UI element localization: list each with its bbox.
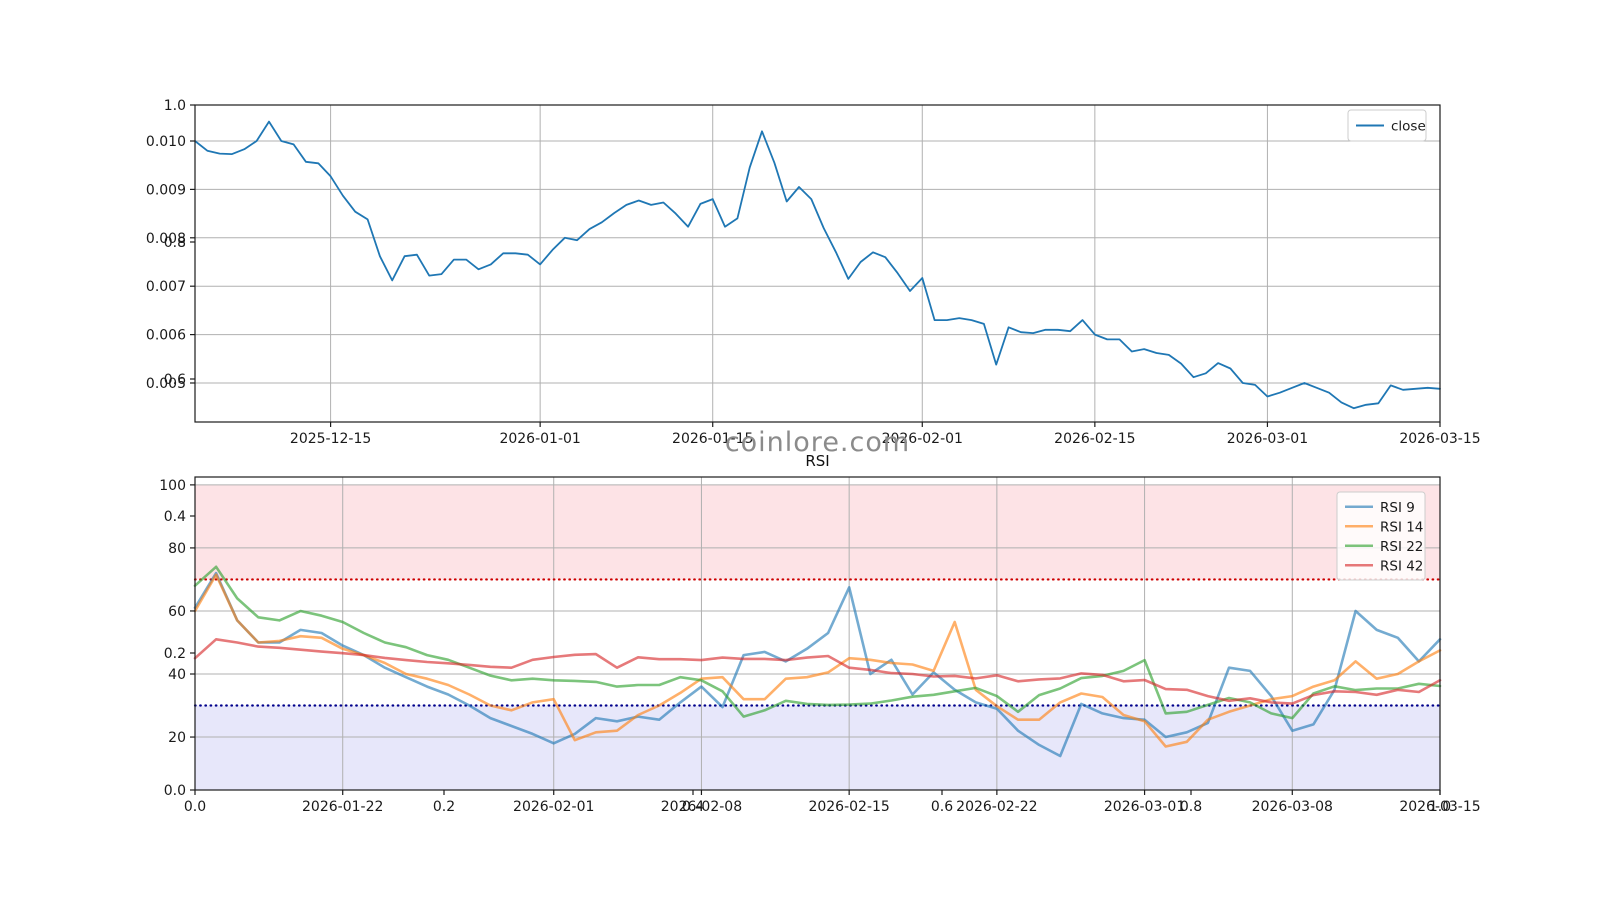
tick-label: 2026-03-15 (1399, 799, 1480, 815)
tick-label: 20 (168, 730, 186, 746)
tick-label: 0.8 (1180, 799, 1202, 815)
tick-label: 2026-03-01 (1227, 431, 1308, 447)
rsi-axes: 2026-01-22 2026-02-01 2026-02-08 2026-02-15… (159, 476, 1481, 815)
tick-label: 0.2 (433, 799, 455, 815)
rsi-22-line (193, 565, 1442, 720)
tick-label: 2026-02-15 (1054, 431, 1135, 447)
legend-label: RSI 9 (1380, 500, 1415, 516)
tick-label: 0.4 (164, 509, 186, 525)
tick-label: 2025-12-15 (290, 431, 371, 447)
tick-label: 0.0 (164, 783, 186, 799)
tick-label: 0.009 (146, 182, 186, 198)
rsi-9-line (193, 571, 1442, 758)
tick-label: 2026-01-22 (302, 799, 383, 815)
legend-box (1347, 109, 1427, 142)
tick-label: 0.007 (146, 279, 186, 295)
rsi-bands (195, 484, 1440, 790)
tick-label: 2026-01-01 (499, 431, 580, 447)
price-series (194, 120, 1441, 410)
rsi-42-line (193, 637, 1442, 705)
rsi-threshold-lines (193, 578, 1442, 707)
tick-label: 0.006 (146, 328, 186, 344)
tick-label: 2026-02-22 (956, 799, 1037, 815)
tick-label: 2026-02-01 (513, 799, 594, 815)
legend-label: close (1391, 119, 1426, 135)
oversold-band (195, 705, 1440, 790)
tick-label: 2026-03-15 (1399, 431, 1480, 447)
tick-label: 60 (168, 604, 186, 620)
tick-label: 0.8 (164, 235, 186, 251)
rsi-chart-title: RSI (805, 452, 830, 470)
tick-label: 2026-03-01 (1104, 799, 1185, 815)
tick-label: 0.6 (164, 372, 186, 388)
price-legend: close (1347, 109, 1427, 142)
tick-label: 1.0 (1429, 799, 1451, 815)
rsi-series (193, 565, 1442, 758)
tick-label: 2026-01-15 (672, 431, 753, 447)
tick-label: 0.4 (682, 799, 704, 815)
rsi-legend: RSI 9 RSI 14 RSI 22 RSI 42 (1336, 491, 1426, 581)
rsi-14-line (193, 573, 1442, 748)
tick-label: 0.6 (931, 799, 953, 815)
tick-label: 0.005 (146, 376, 186, 392)
close-line (194, 120, 1441, 410)
tick-label: 80 (168, 541, 186, 557)
axes-spines (194, 476, 1441, 791)
legend-label: RSI 42 (1380, 558, 1423, 574)
legend-label: RSI 22 (1380, 539, 1423, 555)
price-axes: 2025-12-15 2026-01-01 2026-01-15 2026-02-01… (146, 104, 1481, 447)
tick-label: 0.010 (146, 134, 186, 150)
price-grid (195, 105, 1441, 422)
overlay-axis: 0.0 0.2 0.4 0.6 0.8 1.0 1.0 0.8 0.6 0.4 0.2 0.0 (164, 98, 1451, 815)
tick-label: 0.008 (146, 231, 186, 247)
tick-label: 2026-03-08 (1252, 799, 1333, 815)
overbought-band (195, 484, 1440, 580)
tick-label: 2026-02-08 (661, 799, 742, 815)
tick-label: 2026-02-01 (882, 431, 963, 447)
legend-label: RSI 14 (1380, 519, 1423, 535)
legend-box (1336, 491, 1426, 581)
watermark: coinlore.com (724, 427, 911, 458)
tick-label: 0.2 (164, 646, 186, 662)
tick-label: 2026-02-15 (808, 799, 889, 815)
tick-label: 100 (159, 478, 186, 494)
tick-label: 40 (168, 667, 186, 683)
axes-spines (194, 104, 1441, 423)
tick-label: 1.0 (164, 98, 186, 114)
tick-label: 0.0 (184, 799, 206, 815)
